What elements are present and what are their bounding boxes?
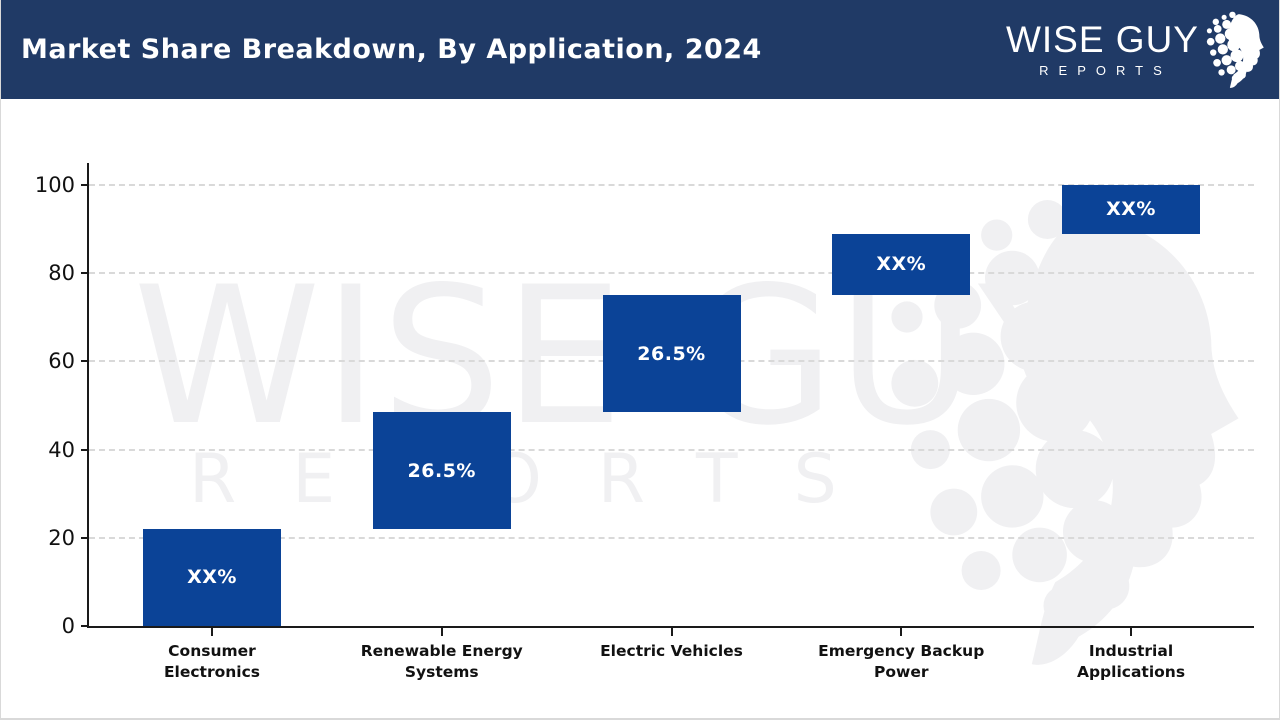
brand-tagline-text: REPORTS bbox=[1039, 63, 1172, 78]
x-axis-label-electric-vehicles: Electric Vehicles bbox=[600, 642, 743, 660]
bar-value-label: XX% bbox=[1106, 198, 1156, 221]
gridline-100 bbox=[89, 184, 1254, 186]
x-axis-label-industrial-applications: Industrial bbox=[1088, 642, 1174, 660]
x-axis-label-renewable-energy-systems: Systems bbox=[404, 663, 479, 681]
title-bar: Market Share Breakdown, By Application, … bbox=[1, 0, 1279, 99]
bar-renewable-energy-systems: 26.5% bbox=[372, 412, 511, 529]
x-axis-label-emergency-backup-power: Emergency Backup bbox=[818, 642, 985, 660]
bar-consumer-electronics: XX% bbox=[143, 528, 281, 626]
x-axis-label-industrial-applications: Applications bbox=[1076, 663, 1186, 681]
bar-value-label: XX% bbox=[876, 253, 927, 276]
y-tick-mark bbox=[81, 360, 89, 363]
bar-emergency-backup-power: XX% bbox=[832, 233, 971, 296]
y-tick-label: 20 bbox=[48, 525, 75, 550]
x-tick-mark bbox=[440, 628, 443, 636]
bar-industrial-applications: XX% bbox=[1062, 185, 1200, 234]
brand-logo: WISE GUY REPORTS bbox=[1006, 6, 1267, 94]
gridline-40 bbox=[89, 448, 1254, 451]
gridline-20 bbox=[89, 536, 1254, 539]
x-axis-label-renewable-energy-systems: Renewable Energy bbox=[360, 642, 523, 660]
y-tick-label: 80 bbox=[48, 261, 75, 286]
y-tick-label: 0 bbox=[61, 614, 75, 638]
gridline-80 bbox=[89, 272, 1254, 275]
y-tick-label: 40 bbox=[48, 437, 75, 462]
x-tick-mark bbox=[1130, 628, 1132, 636]
y-axis-line bbox=[87, 163, 89, 628]
y-tick-label: 100 bbox=[34, 173, 75, 197]
y-tick-mark bbox=[81, 184, 89, 186]
x-axis-label-consumer-electronics: Electronics bbox=[163, 663, 261, 681]
x-tick-mark bbox=[211, 628, 213, 636]
bar-value-label: 26.5% bbox=[407, 459, 476, 482]
x-tick-mark bbox=[900, 628, 903, 636]
watermark-tagline-text: REPORTS bbox=[189, 440, 893, 519]
x-axis-label-emergency-backup-power: Power bbox=[874, 663, 929, 681]
x-tick-mark bbox=[670, 628, 673, 636]
x-axis-line bbox=[87, 626, 1254, 628]
y-tick-mark bbox=[81, 536, 89, 539]
brand-name-text: WISE GUY bbox=[1005, 19, 1199, 60]
brand-face-icon bbox=[1203, 11, 1267, 89]
y-tick-mark bbox=[81, 448, 89, 451]
brand-wordmark: WISE GUY REPORTS bbox=[1006, 20, 1199, 80]
y-tick-label: 60 bbox=[48, 349, 75, 374]
bar-electric-vehicles: 26.5% bbox=[602, 295, 741, 413]
bar-value-label: 26.5% bbox=[637, 342, 706, 365]
x-axis-label-consumer-electronics: Consumer bbox=[168, 642, 256, 660]
y-tick-mark bbox=[81, 625, 89, 627]
y-tick-mark bbox=[81, 272, 89, 275]
chart-title: Market Share Breakdown, By Application, … bbox=[21, 34, 762, 65]
bar-value-label: XX% bbox=[187, 566, 237, 589]
